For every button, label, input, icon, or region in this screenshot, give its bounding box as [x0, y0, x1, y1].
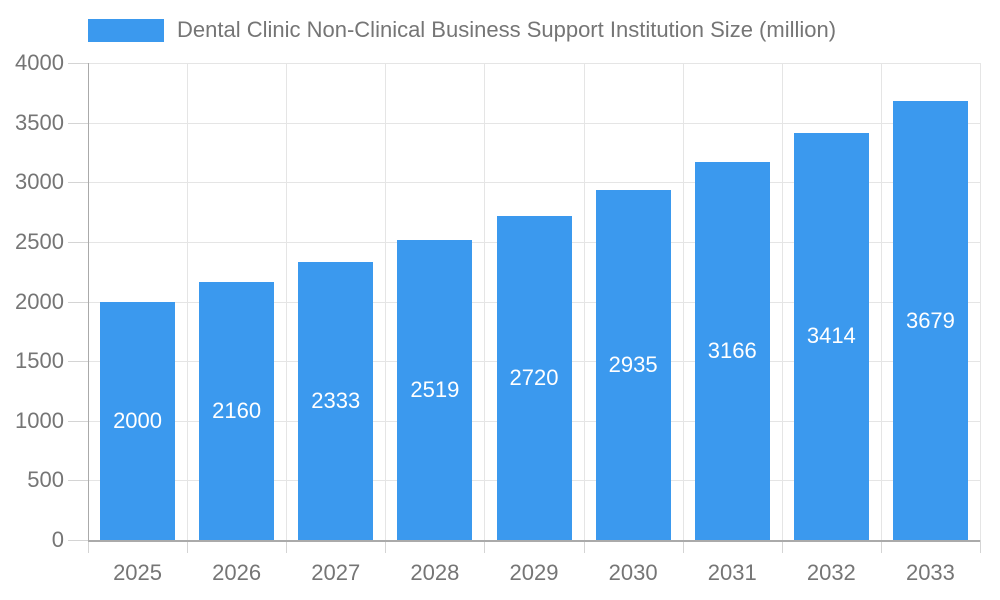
- bar: [694, 162, 770, 540]
- bar-value-label: 2519: [410, 376, 460, 402]
- x-tick: [880, 540, 882, 553]
- v-gridline: [385, 63, 387, 540]
- y-axis-line: [88, 63, 89, 541]
- x-tick: [88, 540, 89, 553]
- x-axis-label: 2032: [806, 560, 856, 585]
- bar-value-label: 3166: [707, 338, 757, 364]
- legend-label: Dental Clinic Non-Clinical Business Supp…: [177, 17, 837, 42]
- h-gridline: [88, 63, 980, 64]
- h-gridline: [88, 182, 980, 184]
- x-axis-label: 2026: [212, 560, 262, 585]
- bar-value-label: 2720: [509, 364, 559, 390]
- v-gridline: [286, 63, 288, 540]
- x-tick: [980, 540, 981, 553]
- y-tick: [68, 241, 88, 243]
- y-axis-label: 4000: [15, 50, 64, 75]
- y-tick: [68, 480, 88, 482]
- v-gridline: [781, 63, 783, 540]
- x-axis-line: [88, 540, 980, 542]
- v-gridline: [484, 63, 486, 540]
- x-axis-label: 2031: [707, 560, 757, 585]
- bar: [397, 239, 473, 540]
- y-tick: [68, 182, 88, 184]
- bar: [793, 132, 869, 540]
- y-axis-label: 3000: [15, 169, 64, 195]
- x-axis-label: 2033: [905, 560, 955, 585]
- v-gridline: [682, 63, 684, 540]
- x-axis-label: 2028: [410, 560, 460, 585]
- x-tick: [286, 540, 288, 553]
- y-axis-label: 2000: [15, 288, 64, 314]
- bar: [199, 282, 275, 540]
- x-axis-label: 2029: [509, 560, 559, 585]
- bar-value-label: 2333: [311, 387, 361, 413]
- y-axis-label: 3500: [15, 109, 64, 135]
- x-tick: [781, 540, 783, 553]
- y-tick: [68, 63, 88, 64]
- y-tick: [68, 420, 88, 422]
- x-tick: [385, 540, 387, 553]
- y-axis-label: 1500: [15, 348, 64, 374]
- v-gridline: [880, 63, 882, 540]
- x-tick: [187, 540, 189, 553]
- legend-item[interactable]: Dental Clinic Non-Clinical Business Supp…: [88, 17, 836, 43]
- bar-value-label: 2000: [113, 407, 163, 433]
- x-tick: [682, 540, 684, 553]
- y-axis-label: 500: [27, 467, 64, 493]
- bar: [100, 301, 176, 540]
- y-tick: [68, 301, 88, 303]
- y-tick: [68, 122, 88, 124]
- x-axis-label: 2027: [311, 560, 361, 585]
- legend-swatch: [88, 18, 164, 42]
- y-axis-label: 0: [51, 527, 64, 552]
- x-axis-label: 2025: [113, 560, 163, 585]
- bar: [298, 261, 374, 540]
- v-gridline: [187, 63, 189, 540]
- v-gridline: [583, 63, 585, 540]
- y-axis-label: 2500: [15, 228, 64, 254]
- bar: [496, 215, 572, 540]
- bar-value-label: 3679: [905, 307, 955, 333]
- y-tick: [68, 540, 88, 541]
- v-gridline: [980, 63, 981, 540]
- y-axis-label: 1000: [15, 407, 64, 433]
- y-tick: [68, 361, 88, 363]
- bar: [595, 190, 671, 540]
- x-tick: [484, 540, 486, 553]
- bar-value-label: 3414: [806, 323, 856, 349]
- bar-value-label: 2160: [212, 398, 262, 424]
- h-gridline: [88, 122, 980, 124]
- x-axis-label: 2030: [608, 560, 658, 585]
- bar-value-label: 2935: [608, 352, 658, 377]
- bar: [892, 101, 968, 540]
- x-tick: [583, 540, 585, 553]
